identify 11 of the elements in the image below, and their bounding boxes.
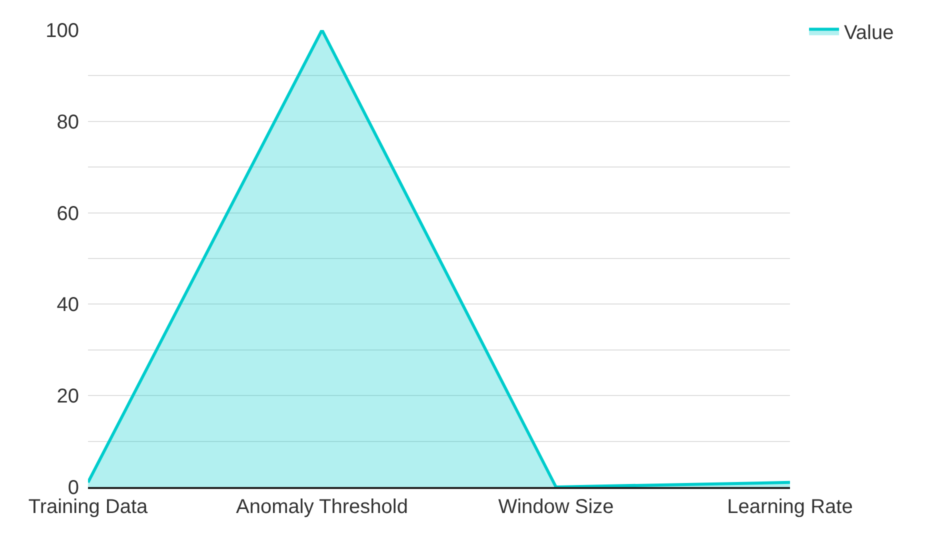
x-tick-label: Learning Rate	[727, 496, 853, 518]
x-tick-label: Anomaly Threshold	[236, 496, 408, 518]
y-tick-label: 80	[56, 111, 79, 134]
x-tick-label: Window Size	[498, 496, 614, 518]
y-tick-label: 0	[68, 477, 79, 499]
y-tick-label: 20	[56, 386, 79, 408]
y-tick-label: 100	[46, 20, 79, 42]
y-tick-label: 40	[56, 294, 79, 316]
y-tick-label: 60	[56, 202, 79, 225]
x-tick-label: Training Data	[28, 496, 149, 518]
legend-label: Value	[844, 22, 894, 44]
